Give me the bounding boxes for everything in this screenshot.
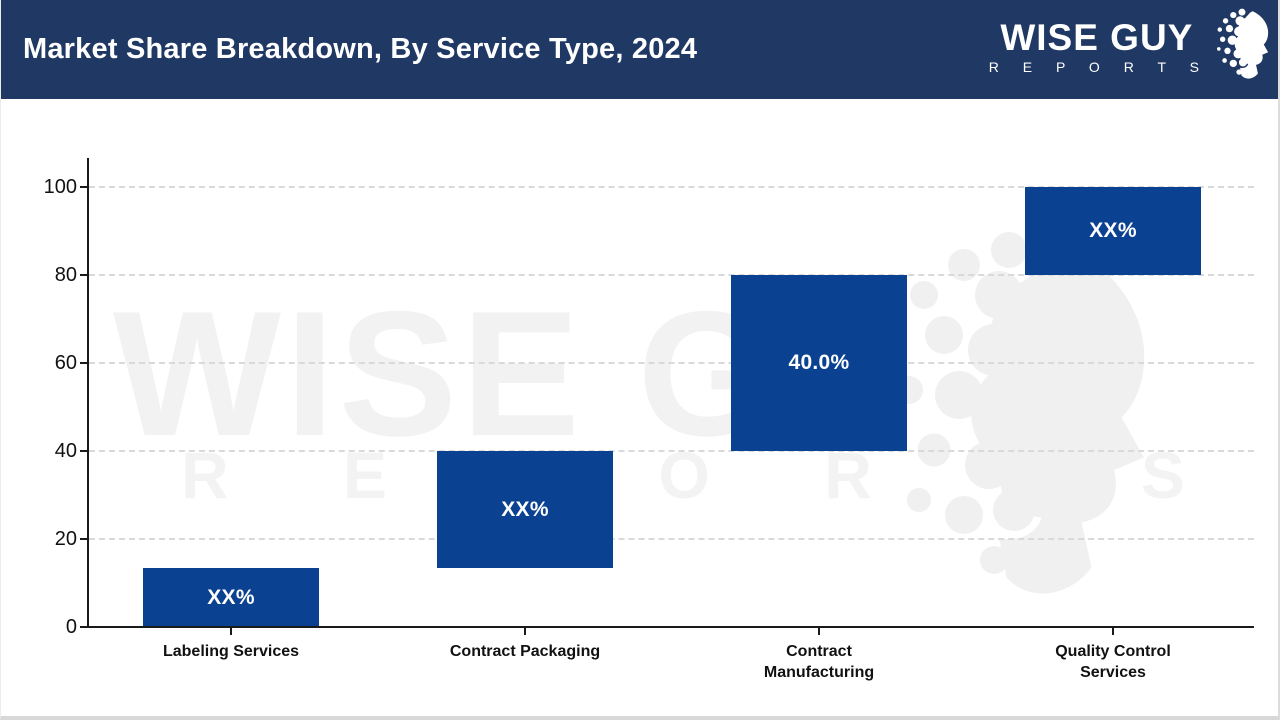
y-tick-label: 40 (54, 440, 77, 462)
logo-wordmark: WISE GUY (1000, 16, 1194, 58)
gridline (89, 186, 1254, 188)
x-tick-mark (524, 628, 526, 635)
y-tick-label: 100 (43, 176, 77, 198)
y-tick-mark (80, 626, 88, 628)
logo: WISE GUY R E P O R T S (985, 6, 1271, 86)
bar-value-label: 40.0% (788, 351, 850, 374)
y-tick-mark (80, 538, 88, 540)
y-tick-label: 20 (54, 528, 77, 550)
y-tick-label: 80 (54, 264, 77, 286)
header: Market Share Breakdown, By Service Type,… (1, 0, 1278, 99)
bar: XX% (437, 451, 613, 569)
y-tick-mark (80, 274, 88, 276)
bar-value-label: XX% (1089, 219, 1137, 242)
x-tick-mark (230, 628, 232, 635)
bar: 40.0% (731, 275, 907, 451)
x-tick-mark (1112, 628, 1114, 635)
gridline (89, 274, 1254, 276)
gridline (89, 362, 1254, 364)
y-tick-mark (80, 186, 88, 188)
x-tick-mark (818, 628, 820, 635)
y-tick-label: 0 (65, 616, 77, 638)
gridline (89, 538, 1254, 540)
bar-value-label: XX% (501, 497, 549, 521)
y-axis (87, 158, 89, 628)
y-tick-mark (80, 362, 88, 364)
x-category-label: Labeling Services (162, 643, 300, 660)
bar: XX% (143, 568, 319, 627)
bar: XX% (1025, 187, 1201, 275)
logo-head-icon (1213, 6, 1271, 86)
y-tick-mark (80, 450, 88, 452)
logo-text: WISE GUY R E P O R T S (985, 16, 1209, 75)
x-category-label: Contract Packaging (449, 643, 601, 660)
bar-value-label: XX% (207, 585, 255, 609)
y-tick-label: 60 (54, 352, 77, 374)
gridline (89, 450, 1254, 452)
page-title: Market Share Breakdown, By Service Type,… (23, 33, 698, 65)
x-axis (87, 626, 1254, 628)
logo-subtext: R E P O R T S (988, 58, 1209, 75)
x-category-label: Contract Manufacturing (763, 643, 875, 681)
x-category-label: Quality Control Services (1055, 643, 1171, 681)
